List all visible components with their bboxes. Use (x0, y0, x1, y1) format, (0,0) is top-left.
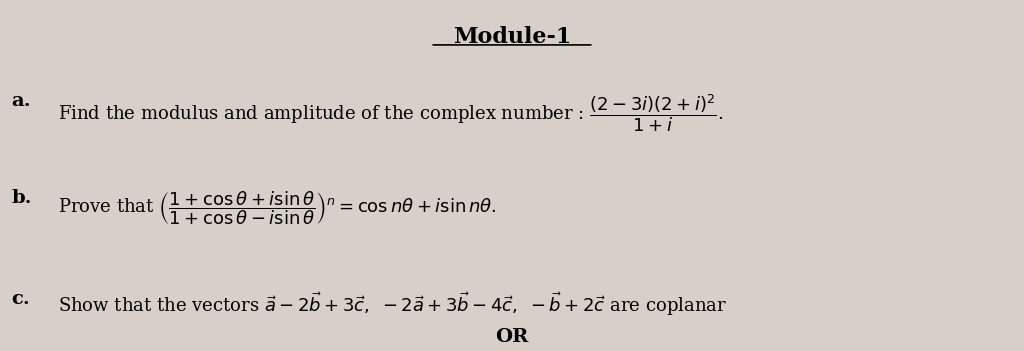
Text: Module-1: Module-1 (453, 26, 571, 48)
Text: b.: b. (11, 190, 32, 207)
Text: OR: OR (496, 328, 528, 346)
Text: a.: a. (11, 92, 31, 110)
Text: Show that the vectors $\vec{a}-2\vec{b}+3\vec{c},\ -2\vec{a}+3\vec{b}-4\vec{c},\: Show that the vectors $\vec{a}-2\vec{b}+… (57, 290, 727, 318)
Text: Find the modulus and amplitude of the complex number : $\dfrac{(2-3i)(2+i)^{2}}{: Find the modulus and amplitude of the co… (57, 92, 723, 134)
Text: Prove that $\left(\dfrac{1+\cos\theta+i\sin\theta}{1+\cos\theta-i\sin\theta}\rig: Prove that $\left(\dfrac{1+\cos\theta+i\… (57, 190, 497, 227)
Text: c.: c. (11, 290, 31, 309)
